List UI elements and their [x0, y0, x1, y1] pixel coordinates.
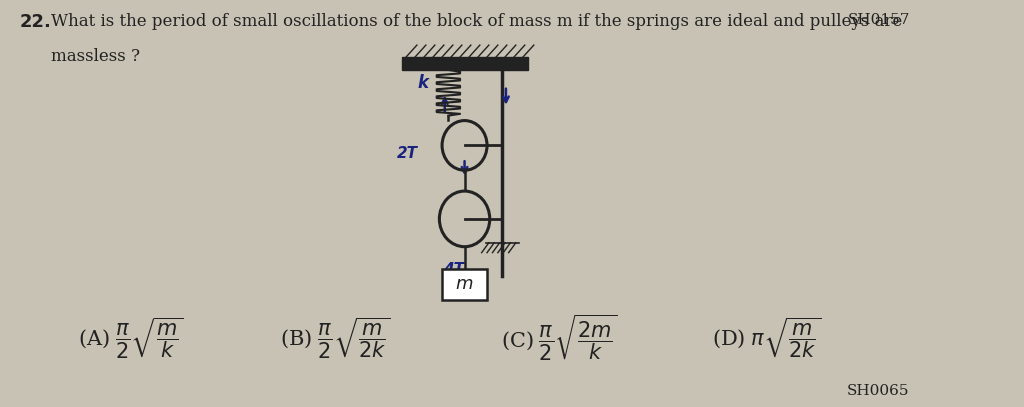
- Text: $\mathregular{(B)}\;\dfrac{\pi}{2}\sqrt{\dfrac{m}{2k}}$: $\mathregular{(B)}\;\dfrac{\pi}{2}\sqrt{…: [281, 315, 391, 361]
- Text: m: m: [456, 276, 473, 293]
- Text: 2T: 2T: [396, 146, 418, 161]
- Text: $\mathregular{(A)}\;\dfrac{\pi}{2}\sqrt{\dfrac{m}{k}}$: $\mathregular{(A)}\;\dfrac{\pi}{2}\sqrt{…: [78, 315, 183, 361]
- Text: What is the period of small oscillations of the block of mass m if the springs a: What is the period of small oscillations…: [51, 13, 902, 30]
- Text: $\mathregular{(C)}\;\dfrac{\pi}{2}\sqrt{\dfrac{2m}{k}}$: $\mathregular{(C)}\;\dfrac{\pi}{2}\sqrt{…: [501, 313, 617, 363]
- Text: SH0157: SH0157: [848, 13, 909, 27]
- Text: 4T: 4T: [443, 262, 464, 277]
- Bar: [401, 57, 527, 70]
- Text: k: k: [418, 74, 429, 92]
- Text: 22.: 22.: [19, 13, 51, 31]
- Bar: [442, 269, 487, 300]
- Text: SH0065: SH0065: [847, 384, 909, 398]
- Text: $\mathregular{(D)}\;\pi\sqrt{\dfrac{m}{2k}}$: $\mathregular{(D)}\;\pi\sqrt{\dfrac{m}{2…: [712, 316, 821, 360]
- Text: massless ?: massless ?: [51, 48, 140, 65]
